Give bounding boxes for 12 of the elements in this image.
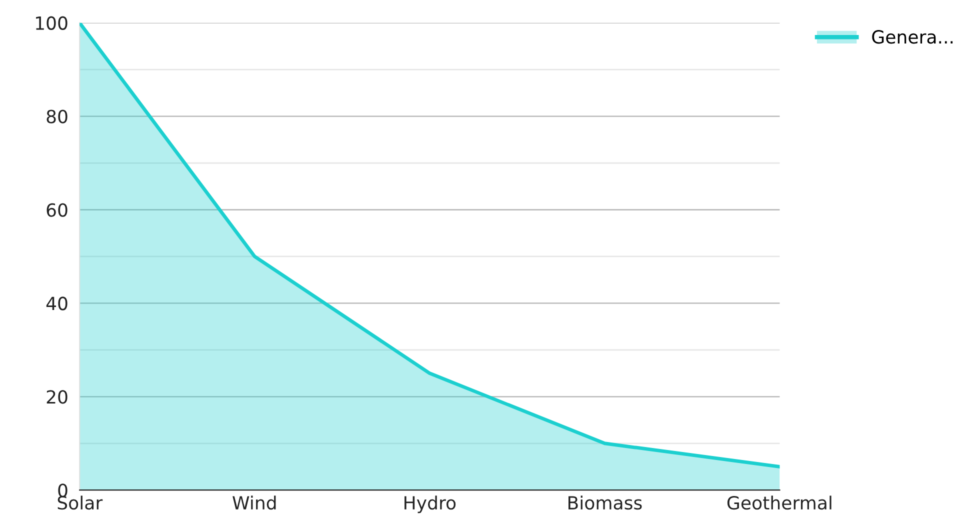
x-tick-label: Hydro bbox=[404, 496, 456, 514]
y-tick-label: 80 bbox=[46, 110, 68, 124]
y-tick-label: 20 bbox=[46, 390, 68, 404]
x-tick-label: Solar bbox=[58, 496, 103, 510]
y-tick-label: 0 bbox=[58, 484, 68, 498]
x-tick-label: Biomass bbox=[568, 496, 642, 510]
y-tick-label: 100 bbox=[36, 16, 68, 30]
x-tick-label: Wind bbox=[232, 496, 276, 510]
legend-label: Genera... bbox=[872, 30, 953, 44]
y-tick-label: 40 bbox=[46, 296, 68, 310]
x-tick-label: Geothermal bbox=[727, 496, 832, 510]
y-tick-label: 60 bbox=[46, 203, 68, 217]
